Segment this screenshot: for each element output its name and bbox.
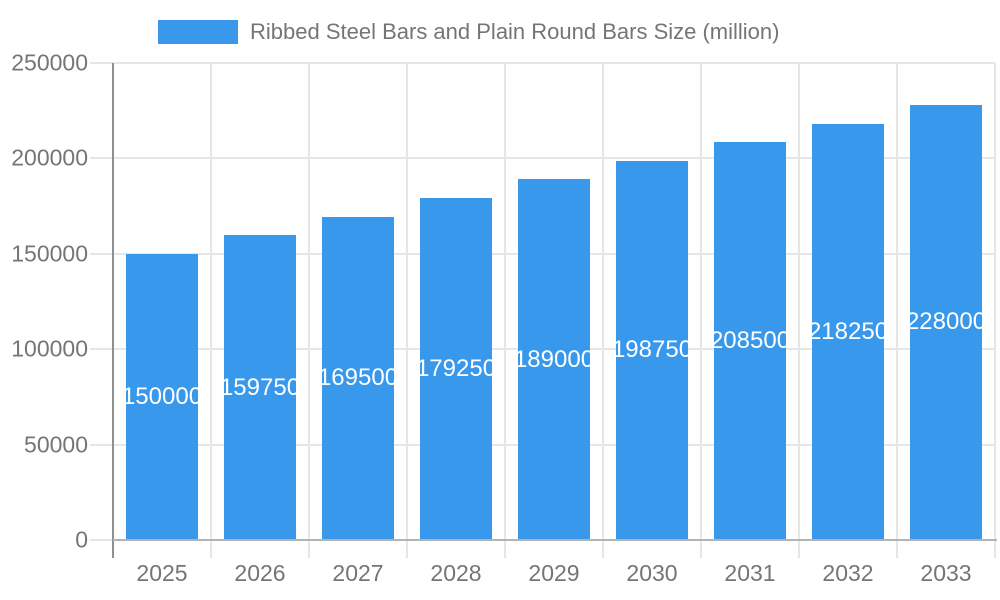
bar[interactable]: 179250 <box>420 197 492 540</box>
x-gridline <box>896 63 898 558</box>
bar[interactable]: 198750 <box>616 160 688 540</box>
bar-value-label: 189000 <box>518 345 590 373</box>
x-tick-label: 2025 <box>136 560 188 586</box>
y-tick-mark <box>90 348 113 351</box>
y-tick-label: 250000 <box>11 49 88 76</box>
x-tick-label: 2031 <box>724 560 776 586</box>
x-tick-label: 2026 <box>234 560 286 586</box>
x-gridline <box>602 63 604 558</box>
x-gridline <box>994 63 996 558</box>
y-gridline <box>113 157 995 160</box>
bar-value-label: 228000 <box>910 308 982 336</box>
x-tick-label: 2030 <box>626 560 678 586</box>
y-axis-line <box>112 63 114 558</box>
bar-value-label: 150000 <box>126 382 198 410</box>
y-tick-label: 150000 <box>11 240 88 267</box>
bar-value-label: 198750 <box>616 336 688 364</box>
x-tick-label: 2033 <box>920 560 972 586</box>
y-tick-label: 0 <box>75 526 88 553</box>
y-tick-label: 200000 <box>11 144 88 171</box>
bar[interactable]: 189000 <box>518 179 590 540</box>
x-tick-label: 2032 <box>822 560 874 586</box>
x-gridline <box>798 63 800 558</box>
bar[interactable]: 150000 <box>126 253 198 540</box>
x-gridline <box>210 63 212 558</box>
x-axis-line <box>113 539 997 541</box>
bar[interactable]: 169500 <box>322 216 394 540</box>
legend-label: Ribbed Steel Bars and Plain Round Bars S… <box>250 19 780 44</box>
x-tick-label: 2028 <box>430 560 482 586</box>
bar-value-label: 179250 <box>420 354 492 382</box>
bar[interactable]: 208500 <box>714 142 786 540</box>
y-gridline <box>113 62 995 64</box>
y-tick-mark <box>90 443 113 446</box>
y-tick-mark <box>90 252 113 255</box>
bar-value-label: 208500 <box>714 327 786 355</box>
y-tick-mark <box>90 62 113 64</box>
x-gridline <box>406 63 408 558</box>
legend: Ribbed Steel Bars and Plain Round Bars S… <box>158 20 779 44</box>
bar[interactable]: 228000 <box>910 104 982 540</box>
legend-swatch <box>158 20 238 44</box>
bar[interactable]: 159750 <box>224 235 296 540</box>
y-tick-mark <box>90 157 113 160</box>
y-tick-label: 100000 <box>11 335 88 362</box>
bar-value-label: 159750 <box>224 373 296 401</box>
x-tick-label: 2029 <box>528 560 580 586</box>
y-tick-label: 50000 <box>24 431 88 458</box>
x-tick-label: 2027 <box>332 560 384 586</box>
bar-value-label: 218250 <box>812 317 884 345</box>
y-tick-mark <box>90 539 113 541</box>
bar-value-label: 169500 <box>322 364 394 392</box>
x-gridline <box>700 63 702 558</box>
bar[interactable]: 218250 <box>812 123 884 540</box>
x-gridline <box>504 63 506 558</box>
x-gridline <box>308 63 310 558</box>
